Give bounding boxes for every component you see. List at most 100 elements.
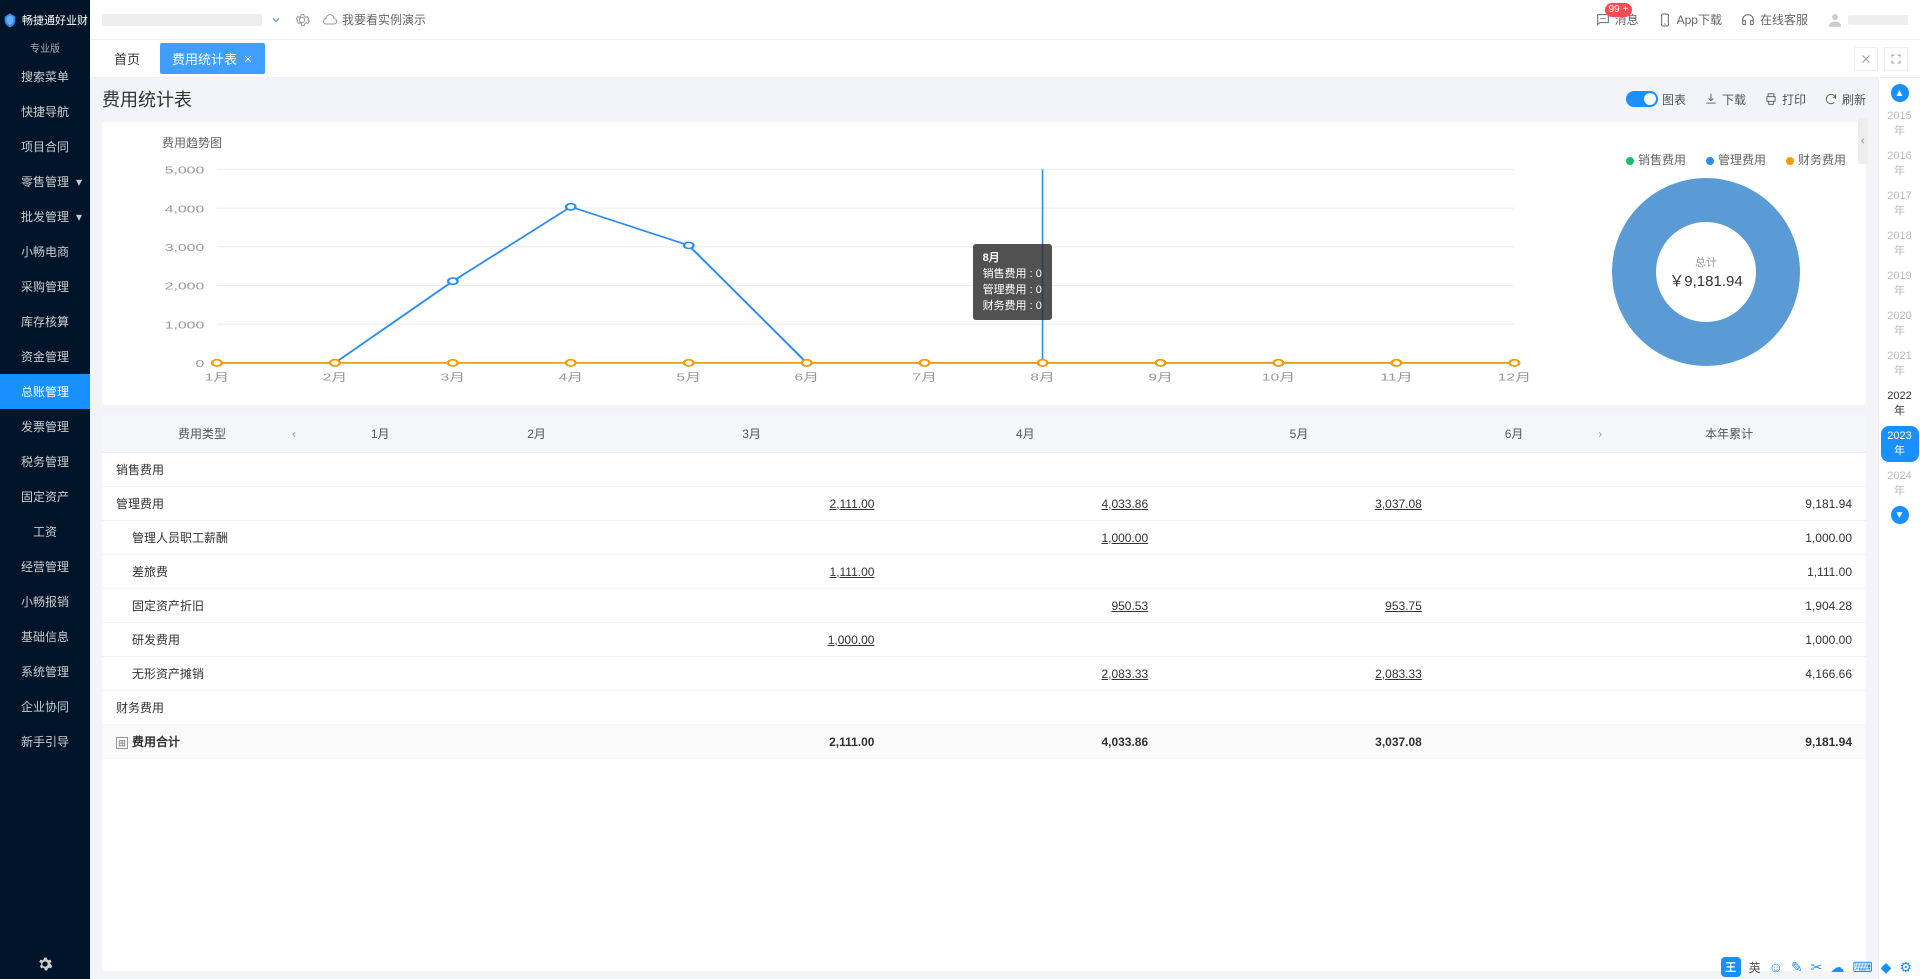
legend-item[interactable]: 财务费用 bbox=[1786, 151, 1846, 168]
cell[interactable]: 1,000.00 bbox=[615, 623, 889, 657]
keyboard-icon[interactable]: ⌨ bbox=[1852, 959, 1872, 976]
ime-lang[interactable]: 英 bbox=[1749, 959, 1761, 976]
cell bbox=[1436, 657, 1592, 691]
cell[interactable]: 2,111.00 bbox=[615, 487, 889, 521]
row-total: 1,000.00 bbox=[1592, 623, 1866, 657]
table-prev-icon[interactable]: ‹ bbox=[292, 427, 296, 441]
year-option[interactable]: 2024年 bbox=[1881, 466, 1919, 502]
tab-expense-stats[interactable]: 费用统计表 bbox=[160, 43, 265, 74]
year-option[interactable]: 2016年 bbox=[1881, 146, 1919, 182]
year-option[interactable]: 2023年 bbox=[1881, 426, 1919, 462]
user-menu[interactable] bbox=[1826, 11, 1908, 29]
cell bbox=[1162, 691, 1436, 725]
support-button[interactable]: 在线客服 bbox=[1740, 11, 1808, 28]
messages-button[interactable]: 消息 99 + bbox=[1595, 11, 1639, 28]
edit-icon[interactable]: ✎ bbox=[1791, 959, 1803, 976]
refresh-button[interactable]: 刷新 bbox=[1824, 91, 1866, 108]
sidebar-item-企业协同[interactable]: 企业协同 bbox=[0, 689, 90, 724]
sidebar-item-零售管理[interactable]: 零售管理▾ bbox=[0, 164, 90, 199]
year-option[interactable]: 2015年 bbox=[1881, 106, 1919, 142]
sidebar-item-系统管理[interactable]: 系统管理 bbox=[0, 654, 90, 689]
download-label: 下载 bbox=[1722, 91, 1746, 108]
sidebar-item-批发管理[interactable]: 批发管理▾ bbox=[0, 199, 90, 234]
cloud-sync-icon[interactable]: ☁ bbox=[1830, 959, 1844, 976]
panel-collapse-handle[interactable] bbox=[1858, 118, 1868, 164]
sidebar-item-快捷导航[interactable]: 快捷导航 bbox=[0, 94, 90, 129]
legend-item[interactable]: 管理费用 bbox=[1706, 151, 1766, 168]
year-down-button[interactable]: ▼ bbox=[1891, 506, 1909, 524]
content-main: 费用统计表 图表 下载 打印 bbox=[90, 78, 1878, 979]
sidebar-item-固定资产[interactable]: 固定资产 bbox=[0, 479, 90, 514]
table-row: 固定资产折旧950.53953.751,904.28 bbox=[102, 589, 1866, 623]
sidebar-item-小畅电商[interactable]: 小畅电商 bbox=[0, 234, 90, 269]
cell bbox=[302, 555, 458, 589]
sidebar-item-工资[interactable]: 工资 bbox=[0, 514, 90, 549]
app-download-button[interactable]: App下载 bbox=[1657, 11, 1722, 28]
col-month: 3月 bbox=[615, 415, 889, 453]
cell[interactable]: 3,037.08 bbox=[1162, 487, 1436, 521]
year-option[interactable]: 2020年 bbox=[1881, 306, 1919, 342]
col-month: 5月 bbox=[1162, 415, 1436, 453]
user-name bbox=[1848, 15, 1908, 25]
print-button[interactable]: 打印 bbox=[1764, 91, 1806, 108]
sidebar-item-搜索菜单[interactable]: 搜索菜单 bbox=[0, 59, 90, 94]
year-option[interactable]: 2018年 bbox=[1881, 226, 1919, 262]
sidebar-item-项目合同[interactable]: 项目合同 bbox=[0, 129, 90, 164]
sidebar-item-新手引导[interactable]: 新手引导 bbox=[0, 724, 90, 759]
tab-home[interactable]: 首页 bbox=[102, 43, 152, 74]
year-option[interactable]: 2021年 bbox=[1881, 346, 1919, 382]
year-option[interactable]: 2022年 bbox=[1881, 386, 1919, 422]
line-chart-svg: 01,0002,0003,0004,0005,0001月2月3月4月5月6月7月… bbox=[122, 159, 1546, 389]
legend-item[interactable]: 销售费用 bbox=[1626, 151, 1686, 168]
demo-link[interactable]: 我要看实例演示 bbox=[322, 11, 426, 28]
close-icon[interactable] bbox=[243, 54, 253, 64]
sidebar-item-税务管理[interactable]: 税务管理 bbox=[0, 444, 90, 479]
main: 我要看实例演示 消息 99 + App下载 在线客服 首页 bbox=[90, 0, 1920, 979]
table-row: 管理人员职工薪酬1,000.001,000.00 bbox=[102, 521, 1866, 555]
cog-icon[interactable]: ⚙ bbox=[1899, 959, 1912, 976]
year-up-button[interactable]: ▲ bbox=[1891, 84, 1909, 102]
year-option[interactable]: 2017年 bbox=[1881, 186, 1919, 222]
hierarchy-icon[interactable]: ⊞ bbox=[116, 737, 128, 749]
cell[interactable]: 2,083.33 bbox=[888, 657, 1162, 691]
cell[interactable]: 2,083.33 bbox=[1162, 657, 1436, 691]
cell[interactable]: 1,111.00 bbox=[615, 555, 889, 589]
fullscreen-button[interactable] bbox=[1884, 47, 1908, 71]
sidebar-item-发票管理[interactable]: 发票管理 bbox=[0, 409, 90, 444]
sidebar-settings[interactable] bbox=[0, 949, 90, 979]
grand-total: 9,181.94 bbox=[1592, 725, 1866, 759]
sidebar-item-采购管理[interactable]: 采购管理 bbox=[0, 269, 90, 304]
col-type: 费用类型‹ bbox=[102, 415, 302, 453]
download-button[interactable]: 下载 bbox=[1704, 91, 1746, 108]
cell[interactable]: 1,000.00 bbox=[888, 521, 1162, 555]
toggle-switch[interactable] bbox=[1626, 91, 1658, 107]
sidebar-item-基础信息[interactable]: 基础信息 bbox=[0, 619, 90, 654]
cell[interactable]: 950.53 bbox=[888, 589, 1162, 623]
shirt-icon[interactable]: ◆ bbox=[1881, 959, 1892, 976]
cell[interactable]: 953.75 bbox=[1162, 589, 1436, 623]
settings-icon[interactable] bbox=[294, 12, 310, 28]
scissors-icon[interactable]: ✂ bbox=[1811, 959, 1823, 976]
sidebar-item-资金管理[interactable]: 资金管理 bbox=[0, 339, 90, 374]
table-next-icon[interactable]: › bbox=[1598, 427, 1602, 441]
sidebar-item-小畅报销[interactable]: 小畅报销 bbox=[0, 584, 90, 619]
close-all-tabs-button[interactable] bbox=[1854, 47, 1878, 71]
cell bbox=[458, 521, 614, 555]
org-selector[interactable] bbox=[102, 14, 282, 26]
cell bbox=[888, 623, 1162, 657]
svg-text:2,000: 2,000 bbox=[165, 280, 205, 292]
emoji-icon[interactable]: ☺ bbox=[1769, 959, 1783, 975]
sidebar-menu: 搜索菜单快捷导航项目合同零售管理▾批发管理▾小畅电商采购管理库存核算资金管理总账… bbox=[0, 59, 90, 949]
refresh-icon bbox=[1824, 92, 1838, 106]
sidebar-item-库存核算[interactable]: 库存核算 bbox=[0, 304, 90, 339]
svg-text:2月: 2月 bbox=[323, 371, 348, 383]
sidebar-item-总账管理[interactable]: 总账管理 bbox=[0, 374, 90, 409]
year-option[interactable]: 2019年 bbox=[1881, 266, 1919, 302]
svg-text:3,000: 3,000 bbox=[165, 242, 205, 254]
cell bbox=[302, 453, 458, 487]
chart-tooltip: 8月销售费用 : 0管理费用 : 0财务费用 : 0 bbox=[973, 244, 1052, 320]
chart-toggle[interactable]: 图表 bbox=[1626, 91, 1686, 108]
sidebar-item-经营管理[interactable]: 经营管理 bbox=[0, 549, 90, 584]
ime-indicator[interactable]: 王 bbox=[1721, 957, 1741, 977]
cell[interactable]: 4,033.86 bbox=[888, 487, 1162, 521]
